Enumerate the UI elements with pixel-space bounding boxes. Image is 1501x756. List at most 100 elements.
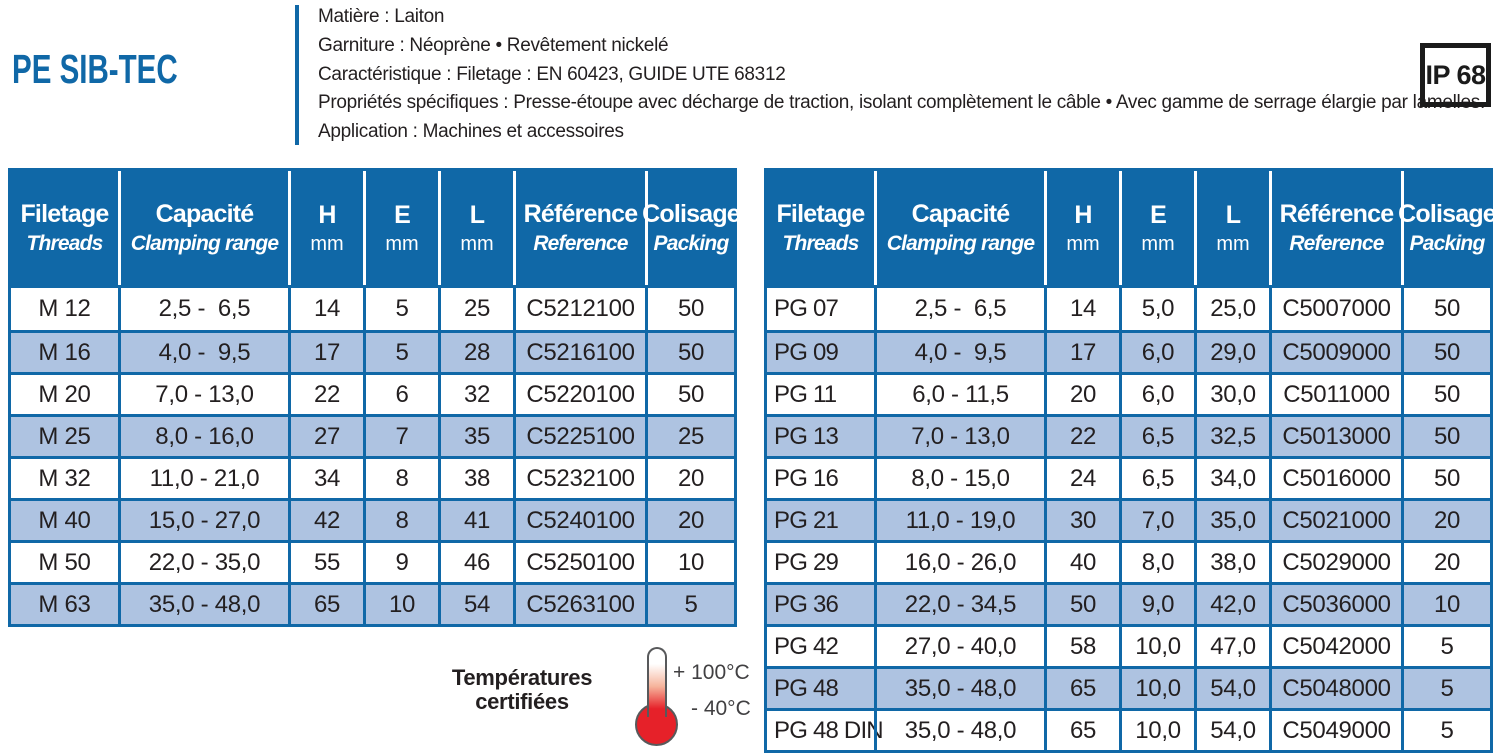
header-label-fr: L — [1225, 200, 1241, 229]
reference-cell: C5013000 — [1269, 417, 1401, 456]
h-cell: 42 — [288, 501, 363, 540]
clamping-range-cell: 2,5 - 6,5 — [118, 288, 288, 330]
header-label-en: Clamping range — [886, 232, 1035, 255]
h-cell: 22 — [1044, 417, 1119, 456]
clamping-range-cell: 35,0 - 48,0 — [874, 711, 1044, 750]
column-header-capacite: Capacité Clamping range — [874, 171, 1044, 285]
e-cell: 5 — [363, 288, 438, 330]
reference-cell: C5036000 — [1269, 585, 1401, 624]
thread-cell: M 16 — [38, 338, 91, 366]
reference-cell: C5029000 — [1269, 543, 1401, 582]
header-label-en: Threads — [782, 232, 859, 255]
column-header-colisage: Colisage Packing — [642, 171, 741, 285]
l-cell: 38,0 — [1194, 543, 1269, 582]
clamping-range-cell: 7,0 - 13,0 — [118, 375, 288, 414]
h-cell: 17 — [1044, 333, 1119, 372]
l-cell: 42,0 — [1194, 585, 1269, 624]
temp-label-line1: Températures — [451, 665, 593, 690]
reference-cell: C5220100 — [513, 375, 645, 414]
l-cell: 25,0 — [1194, 288, 1269, 330]
header-unit: mm — [1066, 232, 1100, 255]
table-row: PG 29 16,0 - 26,0 40 8,0 38,0 C5029000 20 — [767, 540, 1490, 582]
thread-cell: PG 09 — [774, 338, 839, 366]
packing-cell: 50 — [1401, 459, 1490, 498]
thread-cell: PG 36 — [774, 590, 839, 618]
h-cell: 14 — [288, 288, 363, 330]
column-header-l: L mm — [1194, 171, 1269, 285]
packing-cell: 5 — [1401, 627, 1490, 666]
thread-cell: PG 29 — [774, 548, 839, 576]
h-cell: 65 — [1044, 669, 1119, 708]
thread-cell: PG 13 — [774, 422, 839, 450]
packing-cell: 10 — [1401, 585, 1490, 624]
table-row: M 20 7,0 - 13,0 22 6 32 C5220100 50 — [11, 372, 734, 414]
packing-cell: 50 — [645, 375, 734, 414]
h-cell: 24 — [1044, 459, 1119, 498]
reference-cell: C5016000 — [1269, 459, 1401, 498]
header-label-fr: Filetage — [776, 200, 865, 228]
header-label-fr: H — [318, 200, 336, 229]
clamping-range-cell: 35,0 - 48,0 — [118, 585, 288, 624]
clamping-range-cell: 11,0 - 21,0 — [118, 459, 288, 498]
table-row: PG 36 22,0 - 34,5 50 9,0 42,0 C5036000 10 — [767, 582, 1490, 624]
table-row: PG 09 4,0 - 9,5 17 6,0 29,0 C5009000 50 — [767, 330, 1490, 372]
reference-cell: C5021000 — [1269, 501, 1401, 540]
spec-line-proprietes: Propriétés spécifiques : Presse-étoupe a… — [318, 92, 1485, 114]
column-header-h: H mm — [1044, 171, 1119, 285]
clamping-range-cell: 4,0 - 9,5 — [118, 333, 288, 372]
column-header-e: E mm — [1119, 171, 1194, 285]
certified-temperatures-label: Températures certifiées — [438, 666, 606, 714]
column-header-colisage: Colisage Packing — [1398, 171, 1497, 285]
column-header-filetage: Filetage Threads — [767, 171, 874, 285]
thread-cell: M 25 — [38, 422, 91, 450]
packing-cell: 50 — [645, 288, 734, 330]
temperature-min: - 40°C — [691, 697, 751, 720]
reference-cell: C5011000 — [1269, 375, 1401, 414]
packing-cell: 10 — [645, 543, 734, 582]
header-label-fr: E — [1150, 200, 1167, 229]
spec-line-application: Application : Machines et accessoires — [318, 121, 624, 143]
packing-cell: 5 — [645, 585, 734, 624]
clamping-range-cell: 7,0 - 13,0 — [874, 417, 1044, 456]
l-cell: 54 — [438, 585, 513, 624]
e-cell: 8,0 — [1119, 543, 1194, 582]
clamping-range-cell: 2,5 - 6,5 — [874, 288, 1044, 330]
column-header-reference: Référence Reference — [1269, 171, 1401, 285]
h-cell: 34 — [288, 459, 363, 498]
thermometer-tube — [647, 647, 667, 717]
l-cell: 34,0 — [1194, 459, 1269, 498]
packing-cell: 50 — [1401, 333, 1490, 372]
table-row: M 40 15,0 - 27,0 42 8 41 C5240100 20 — [11, 498, 734, 540]
table-row: M 50 22,0 - 35,0 55 9 46 C5250100 10 — [11, 540, 734, 582]
spec-line-matiere: Matière : Laiton — [318, 6, 445, 27]
temp-label-line2: certifiées — [475, 689, 569, 714]
header-label-fr: E — [394, 200, 411, 229]
ip-rating-badge: IP 68 — [1420, 43, 1491, 107]
column-header-e: E mm — [363, 171, 438, 285]
header-label-fr: Capacité — [911, 200, 1011, 228]
e-cell: 7,0 — [1119, 501, 1194, 540]
l-cell: 32 — [438, 375, 513, 414]
table-row: M 25 8,0 - 16,0 27 7 35 C5225100 25 — [11, 414, 734, 456]
spec-line-caracteristique: Caractéristique : Filetage : EN 60423, G… — [318, 63, 786, 85]
reference-cell: C5263100 — [513, 585, 645, 624]
e-cell: 6,5 — [1119, 459, 1194, 498]
table-row: M 32 11,0 - 21,0 34 8 38 C5232100 20 — [11, 456, 734, 498]
header-unit: mm — [460, 232, 494, 255]
column-header-filetage: Filetage Threads — [11, 171, 118, 285]
reference-cell: C5232100 — [513, 459, 645, 498]
l-cell: 47,0 — [1194, 627, 1269, 666]
e-cell: 10,0 — [1119, 627, 1194, 666]
l-cell: 35 — [438, 417, 513, 456]
thread-cell: PG 48 — [774, 674, 839, 702]
clamping-range-cell: 4,0 - 9,5 — [874, 333, 1044, 372]
header-label-en: Packing — [653, 232, 730, 255]
e-cell: 6 — [363, 375, 438, 414]
clamping-range-cell: 27,0 - 40,0 — [874, 627, 1044, 666]
h-cell: 40 — [1044, 543, 1119, 582]
l-cell: 30,0 — [1194, 375, 1269, 414]
l-cell: 29,0 — [1194, 333, 1269, 372]
header-label-fr: Colisage — [642, 200, 741, 228]
header-label-fr: H — [1074, 200, 1092, 229]
reference-cell: C5250100 — [513, 543, 645, 582]
